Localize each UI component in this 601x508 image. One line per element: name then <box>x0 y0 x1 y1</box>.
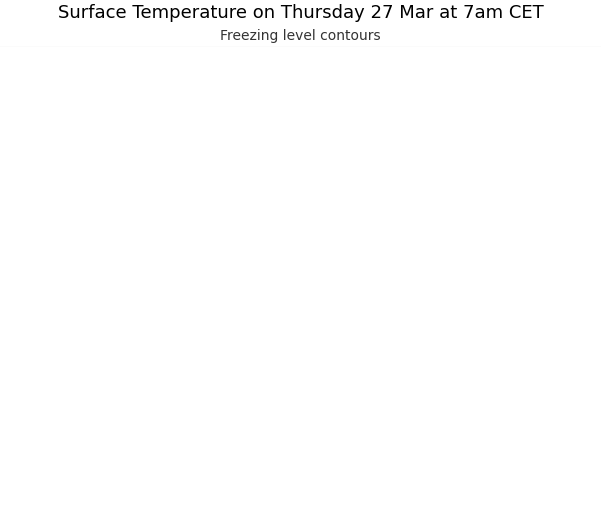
Text: Freezing level contours: Freezing level contours <box>220 29 381 44</box>
Text: Surface Temperature on Thursday 27 Mar at 7am CET: Surface Temperature on Thursday 27 Mar a… <box>58 4 543 22</box>
